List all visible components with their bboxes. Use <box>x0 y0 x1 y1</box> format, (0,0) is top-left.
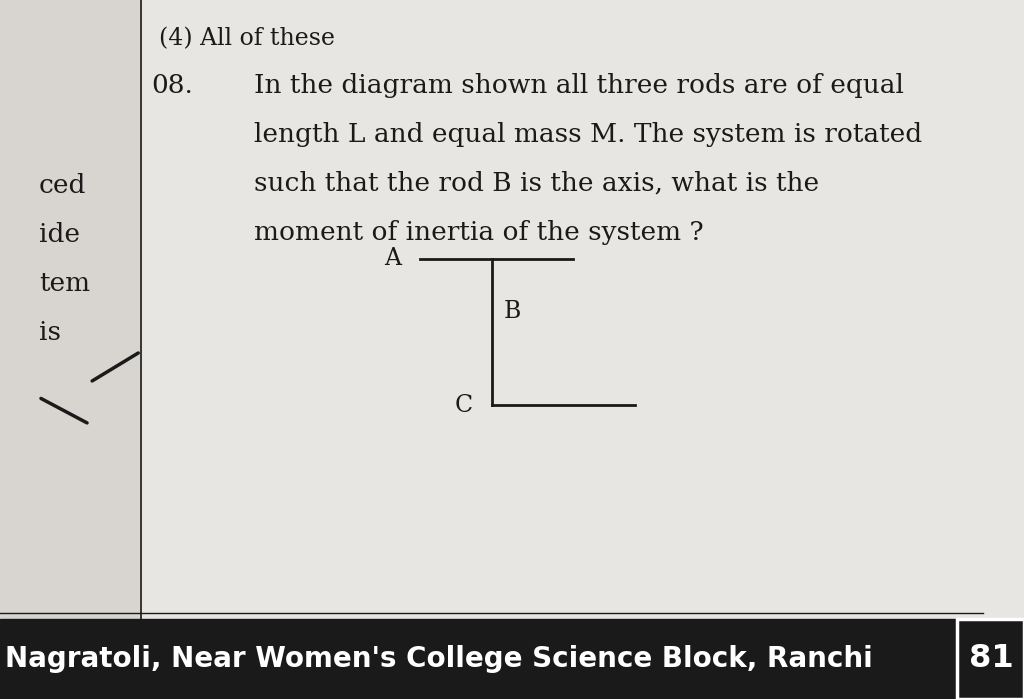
Text: In the diagram shown all three rods are of equal: In the diagram shown all three rods are … <box>254 73 904 98</box>
Text: C: C <box>455 394 473 417</box>
Bar <box>0 0 141 699</box>
Text: 08.: 08. <box>152 73 194 98</box>
Text: B: B <box>504 300 521 322</box>
Text: is: is <box>39 319 60 345</box>
Text: ced: ced <box>39 173 86 198</box>
Bar <box>0 619 957 699</box>
Text: ide: ide <box>39 222 80 247</box>
Text: length L and equal mass M. The system is rotated: length L and equal mass M. The system is… <box>254 122 922 147</box>
Text: moment of inertia of the system ?: moment of inertia of the system ? <box>254 219 703 245</box>
Bar <box>957 619 1024 699</box>
Bar <box>957 619 1024 699</box>
Text: tem: tem <box>39 271 90 296</box>
Text: 81: 81 <box>969 643 1014 675</box>
Text: such that the rod B is the axis, what is the: such that the rod B is the axis, what is… <box>254 171 819 196</box>
Text: A: A <box>384 247 401 270</box>
Text: Nagratoli, Near Women's College Science Block, Ranchi: Nagratoli, Near Women's College Science … <box>5 644 872 673</box>
Text: (4) All of these: (4) All of these <box>159 27 335 50</box>
